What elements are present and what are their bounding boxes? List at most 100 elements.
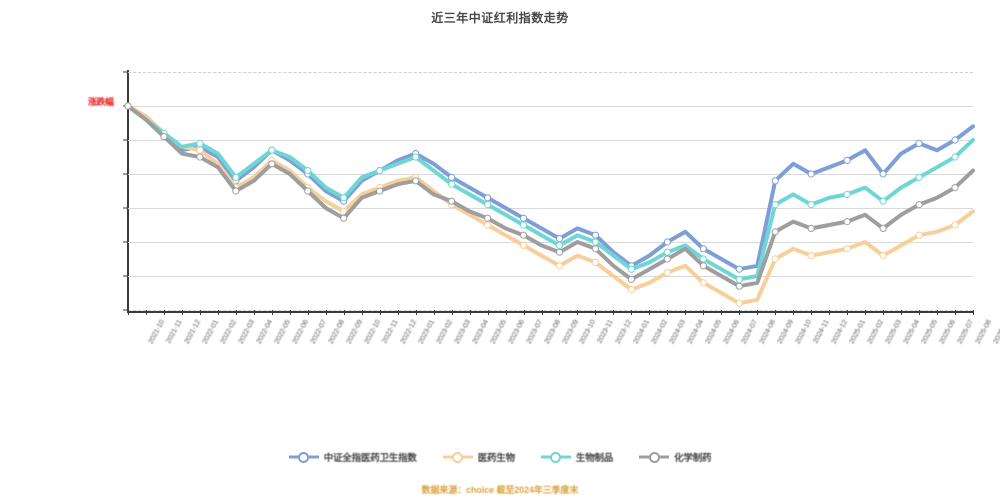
series-marker (268, 160, 276, 168)
legend-dot-icon (550, 451, 562, 463)
x-tick-mark (577, 310, 579, 315)
gridline (128, 208, 973, 209)
x-tick-mark (667, 310, 669, 315)
x-tick-label: 2023-04 (469, 318, 490, 346)
x-tick-label: 2023-08 (541, 318, 562, 346)
series-marker (519, 221, 528, 229)
series-marker (915, 201, 923, 209)
legend-item[interactable]: 化学制药 (639, 450, 712, 464)
series-marker (376, 167, 384, 175)
series-marker (843, 156, 851, 165)
x-tick-mark (253, 310, 255, 315)
x-tick-mark (631, 310, 633, 315)
x-tick-mark (325, 310, 327, 315)
series-marker (448, 197, 456, 205)
series-marker (124, 102, 132, 110)
x-tick-mark (307, 310, 309, 315)
x-tick-mark (757, 310, 759, 315)
series-marker (699, 255, 707, 263)
legend-item[interactable]: 医药生物 (442, 450, 515, 464)
x-tick-mark (883, 310, 885, 315)
series-line (126, 104, 975, 289)
gridline (128, 174, 973, 175)
series-marker (843, 218, 851, 226)
x-tick-label: 2023-01 (415, 318, 436, 346)
series-marker (483, 194, 492, 202)
series-marker (735, 299, 743, 307)
x-tick-mark (847, 310, 849, 315)
x-tick-label: 2022-09 (343, 318, 364, 346)
series-marker (879, 197, 887, 205)
legend-label: 中证全指医药卫生指数 (323, 453, 417, 464)
series-marker (699, 279, 707, 287)
legend-dot-icon (298, 451, 310, 463)
x-tick-mark (235, 310, 237, 315)
x-tick-mark (145, 310, 147, 315)
legend-item[interactable]: 中证全指医药卫生指数 (288, 450, 417, 464)
y-axis-line (127, 70, 129, 313)
series-marker (412, 177, 420, 185)
series-marker (519, 231, 528, 239)
x-tick-label: 2022-06 (289, 318, 310, 346)
footer-note: 数据来源：choice 截至2024年三季度末 (421, 485, 579, 495)
series-marker (843, 190, 851, 199)
legend-label: 医药生物 (477, 453, 515, 464)
series-marker (555, 262, 564, 270)
series-marker (340, 194, 348, 202)
legend-marker-icon (639, 450, 670, 464)
y-tick-mark (123, 241, 128, 243)
x-tick-label: 2022-11 (379, 318, 400, 345)
series-marker (483, 221, 492, 229)
x-tick-mark (433, 310, 435, 315)
x-tick-mark (649, 310, 651, 315)
series-marker (663, 255, 671, 263)
series-marker (951, 153, 959, 161)
x-tick-mark (415, 310, 417, 315)
series-marker (591, 231, 600, 239)
series-marker (591, 258, 600, 266)
y-tick-mark (123, 275, 128, 277)
series-marker (304, 167, 312, 175)
x-tick-mark (128, 310, 129, 315)
series-marker (807, 252, 815, 260)
legend-marker-icon (288, 450, 319, 464)
series-marker (340, 214, 348, 222)
x-tick-label: 2022-07 (307, 318, 328, 346)
series-marker (771, 201, 779, 209)
x-tick-label: 2022-08 (325, 318, 346, 346)
legend-item[interactable]: 生物制品 (540, 450, 613, 464)
series-marker (232, 173, 240, 182)
x-tick-label: 2022-03 (235, 318, 256, 346)
x-tick-label: 2023-02 (433, 318, 454, 346)
series-marker (627, 286, 635, 294)
legend-label: 化学制药 (674, 453, 712, 464)
x-tick-label: 2021-12 (181, 318, 203, 346)
x-tick-mark (559, 310, 561, 315)
x-tick-mark (181, 310, 183, 315)
series-marker (555, 241, 564, 249)
x-tick-label: 2022-02 (217, 318, 238, 346)
series-marker (519, 214, 528, 222)
gridline (128, 310, 973, 311)
x-tick-mark (919, 310, 921, 315)
series-marker (555, 235, 564, 243)
series-marker (915, 139, 923, 148)
x-tick-mark (685, 310, 687, 315)
x-tick-label: 2021-10 (145, 318, 167, 346)
x-tick-mark (613, 310, 615, 315)
x-tick-mark (739, 310, 741, 315)
series-marker (591, 245, 600, 253)
page-title: 近三年中证红利指数走势 (431, 11, 569, 25)
series-marker (268, 146, 276, 154)
x-axis-line (127, 311, 974, 313)
series-marker (483, 214, 492, 222)
series-marker (807, 201, 815, 209)
series-marker (735, 282, 743, 290)
x-tick-mark (775, 310, 777, 315)
series-marker (771, 255, 779, 263)
x-tick-label: 2023-03 (451, 318, 472, 346)
x-tick-mark (505, 310, 507, 315)
x-tick-mark (289, 310, 291, 315)
x-tick-mark (793, 310, 795, 315)
